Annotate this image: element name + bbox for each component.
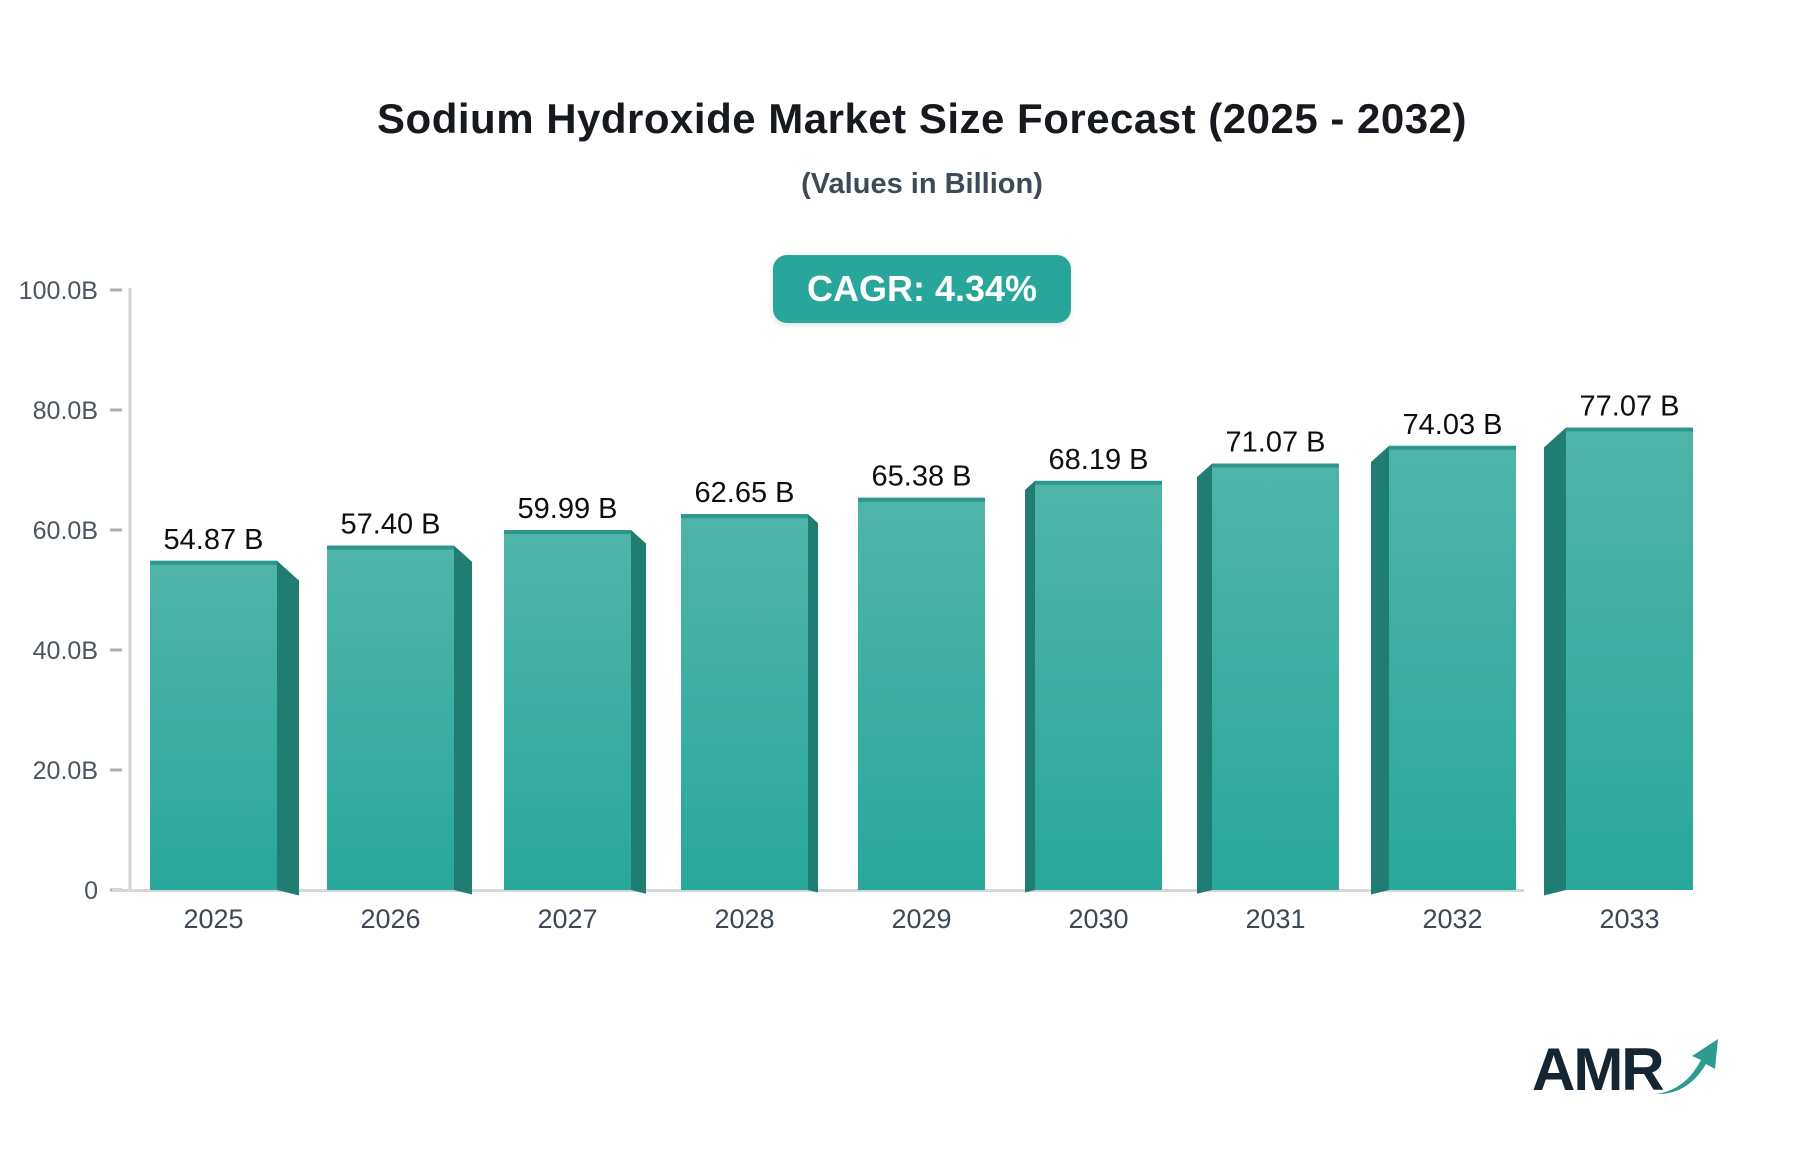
bar-value-label: 71.07 B: [1226, 427, 1326, 459]
x-tick-label: 2031: [1245, 904, 1305, 934]
bar-group-2027: 59.99 B 2027: [504, 493, 646, 934]
bar-value-label: 59.99 B: [518, 493, 618, 525]
bar-group-2026: 57.40 B 2026: [327, 509, 472, 934]
bar: [150, 560, 277, 890]
y-tick-label: 100.0B: [19, 277, 98, 305]
y-tick-mark: [110, 528, 122, 532]
y-axis-line: [128, 288, 132, 892]
bar-top-edge: [681, 514, 808, 519]
bar-value-label: 62.65 B: [695, 477, 795, 509]
y-tick-label: 0: [84, 877, 98, 905]
bar-group-2031: 71.07 B 2031: [1197, 427, 1339, 934]
bar-group-2033: 77.07 B 2033: [1544, 391, 1693, 934]
bar-top-edge: [1389, 445, 1516, 450]
bar-top-edge: [858, 497, 985, 502]
bar: [1566, 427, 1693, 890]
bar-value-label: 77.07 B: [1580, 391, 1680, 423]
bar-top-edge: [1212, 463, 1339, 468]
bar-side-face: [1371, 445, 1389, 895]
x-tick-label: 2026: [360, 904, 420, 934]
bar-group-2025: 54.87 B 2025: [150, 524, 299, 934]
chart-subtitle: (Values in Billion): [801, 168, 1043, 200]
bar-side-face: [1025, 480, 1035, 893]
bar: [1212, 463, 1339, 890]
x-tick-label: 2029: [891, 904, 951, 934]
bar-top-edge: [504, 530, 631, 535]
bar-value-label: 54.87 B: [164, 524, 264, 556]
bar: [1035, 480, 1162, 890]
cagr-badge: CAGR: 4.34%: [772, 255, 1072, 323]
amr-logo: AMR: [1532, 1036, 1721, 1100]
growth-arrow-icon: [1655, 1039, 1718, 1095]
bar-top-edge: [1035, 480, 1162, 485]
y-tick-mark: [110, 648, 122, 652]
x-tick-label: 2025: [183, 904, 243, 934]
x-tick-label: 2027: [537, 904, 597, 934]
y-tick-mark: [110, 288, 122, 292]
bar-side-face: [277, 560, 299, 896]
bar-value-label: 74.03 B: [1403, 409, 1503, 441]
bar: [681, 514, 808, 890]
bar-group-2030: 68.19 B 2030: [1025, 444, 1162, 934]
bar: [858, 497, 985, 890]
bar-value-label: 68.19 B: [1049, 444, 1149, 476]
bar-value-label: 65.38 B: [872, 461, 972, 493]
chart-title: Sodium Hydroxide Market Size Forecast (2…: [377, 95, 1467, 142]
bar-side-face: [1544, 427, 1566, 896]
y-tick-label: 20.0B: [33, 757, 98, 785]
y-tick-label: 40.0B: [33, 637, 98, 665]
bar-top-edge: [150, 560, 277, 565]
amr-logo-text: AMR: [1532, 1036, 1665, 1103]
x-tick-label: 2030: [1068, 904, 1128, 934]
bar-side-face: [1197, 463, 1212, 894]
bar-group-2028: 62.65 B 2028: [681, 477, 818, 934]
bar: [1389, 445, 1516, 890]
bar-side-face: [808, 514, 818, 893]
bar-side-face: [454, 545, 472, 895]
bar-side-face: [631, 530, 646, 894]
y-tick-label: 60.0B: [33, 517, 98, 545]
y-axis: 0 20.0B 40.0B 60.0B 80.0B 100.0B: [19, 277, 122, 905]
bar-group-2029: 65.38 B 2029: [858, 461, 985, 934]
y-tick-mark: [110, 768, 122, 772]
y-tick-mark: [110, 408, 122, 412]
bar: [327, 545, 454, 890]
bar-group-2032: 74.03 B 2032: [1371, 409, 1516, 934]
x-tick-label: 2032: [1422, 904, 1482, 934]
bar-top-edge: [327, 545, 454, 550]
y-tick-label: 80.0B: [33, 397, 98, 425]
bar-top-edge: [1566, 427, 1693, 432]
x-tick-label: 2033: [1599, 904, 1659, 934]
x-tick-label: 2028: [714, 904, 774, 934]
bar: [504, 530, 631, 890]
bar-value-label: 57.40 B: [341, 509, 441, 541]
